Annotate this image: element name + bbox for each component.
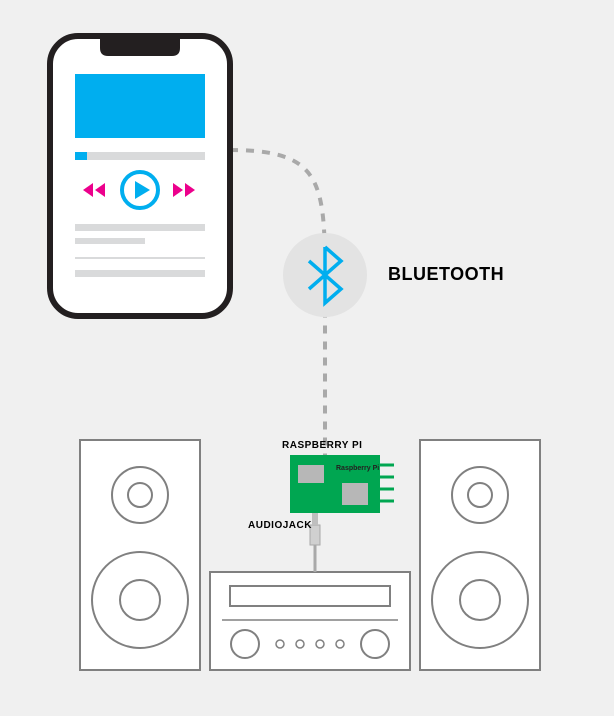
right-speaker [420, 440, 540, 670]
bluetooth-label: BLUETOOTH [388, 264, 504, 285]
phone [50, 36, 230, 316]
left-speaker [80, 440, 200, 670]
center-unit [210, 572, 410, 670]
pi-tiny-text: Raspberry Pi [336, 465, 379, 472]
audiojack-label: AUDIOJACK [248, 520, 312, 531]
phone-screen-media [75, 74, 205, 138]
diagram-canvas: Raspberry Pi [0, 0, 614, 716]
raspberry-pi: Raspberry Pi [290, 455, 394, 513]
raspberry-label: RASPBERRY PI [282, 440, 362, 451]
